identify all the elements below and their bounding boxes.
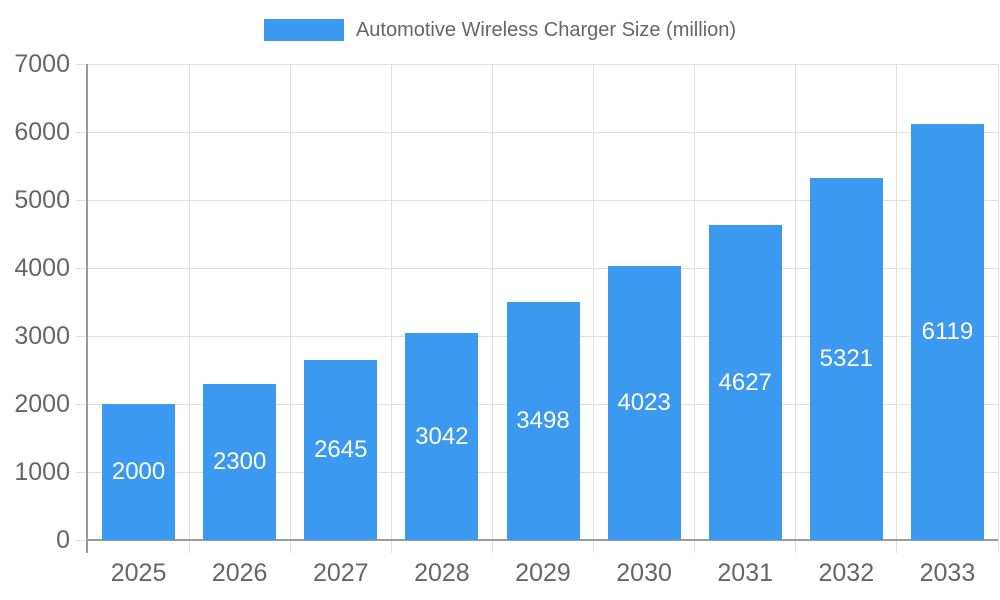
x-tick xyxy=(491,540,493,553)
bar-value-label: 2645 xyxy=(314,436,368,464)
bar-value-label: 3498 xyxy=(516,407,570,435)
y-tick-label: 5000 xyxy=(14,186,70,214)
y-gridline xyxy=(88,63,998,65)
legend-label: Automotive Wireless Charger Size (millio… xyxy=(355,18,737,41)
y-axis-line xyxy=(86,64,88,553)
bar-value-label: 2000 xyxy=(111,458,166,485)
y-tick xyxy=(76,539,88,541)
bar-value-label: 3042 xyxy=(415,422,469,450)
bar-value-label: 4023 xyxy=(617,389,671,417)
legend-swatch xyxy=(263,19,344,41)
x-tick-label: 2027 xyxy=(312,559,369,587)
bar[interactable] xyxy=(405,333,479,540)
bar-value-label: 2300 xyxy=(212,447,267,475)
x-tick-label: 2025 xyxy=(110,559,167,587)
y-tick-label: 6000 xyxy=(14,118,70,146)
x-tick xyxy=(997,540,999,553)
x-gridline xyxy=(188,64,190,540)
x-gridline xyxy=(795,64,797,540)
x-tick xyxy=(188,540,190,553)
x-gridline xyxy=(491,64,493,540)
y-tick xyxy=(76,199,88,201)
bar[interactable] xyxy=(203,383,277,540)
y-tick-label: 7000 xyxy=(14,50,70,78)
x-tick xyxy=(289,540,291,553)
bar-value-label: 5321 xyxy=(819,345,874,373)
y-tick-label: 2000 xyxy=(14,390,70,418)
x-tick xyxy=(390,540,392,553)
bar[interactable] xyxy=(910,123,984,540)
x-tick xyxy=(795,540,797,553)
y-tick-label: 4000 xyxy=(14,254,70,282)
x-gridline xyxy=(593,64,595,540)
bar-value-label: 6119 xyxy=(921,317,974,345)
x-gridline xyxy=(694,64,696,540)
x-gridline xyxy=(997,64,999,540)
y-tick xyxy=(76,403,88,405)
x-tick xyxy=(896,540,898,553)
x-tick-label: 2033 xyxy=(919,559,976,587)
x-tick-label: 2028 xyxy=(414,559,470,587)
x-gridline xyxy=(896,64,898,540)
x-tick xyxy=(593,540,595,553)
y-gridline xyxy=(88,199,998,201)
x-axis-line xyxy=(88,539,998,541)
bar[interactable] xyxy=(102,404,176,540)
bar-value-label: 4627 xyxy=(718,368,772,396)
x-gridline xyxy=(390,64,392,540)
y-tick-label: 1000 xyxy=(14,458,70,486)
y-tick-label: 3000 xyxy=(14,322,70,350)
y-tick xyxy=(76,267,88,269)
bar[interactable] xyxy=(708,225,782,540)
y-tick xyxy=(76,471,88,473)
x-tick xyxy=(694,540,696,553)
x-gridline xyxy=(289,64,291,540)
bar[interactable] xyxy=(607,266,681,540)
bar[interactable] xyxy=(304,360,378,540)
x-tick-label: 2030 xyxy=(616,559,672,587)
y-tick xyxy=(76,335,88,337)
x-tick-label: 2032 xyxy=(818,559,875,587)
y-tick xyxy=(76,131,88,133)
bar[interactable] xyxy=(506,302,580,540)
bar[interactable] xyxy=(809,178,883,540)
y-gridline xyxy=(88,131,998,133)
y-gridline xyxy=(88,267,998,269)
y-tick-label: 0 xyxy=(56,526,70,554)
x-tick-label: 2031 xyxy=(717,559,774,587)
x-tick-label: 2029 xyxy=(515,559,571,587)
y-tick xyxy=(76,63,88,65)
chart-legend[interactable]: Automotive Wireless Charger Size (millio… xyxy=(0,16,1000,44)
x-tick-label: 2026 xyxy=(211,559,268,587)
